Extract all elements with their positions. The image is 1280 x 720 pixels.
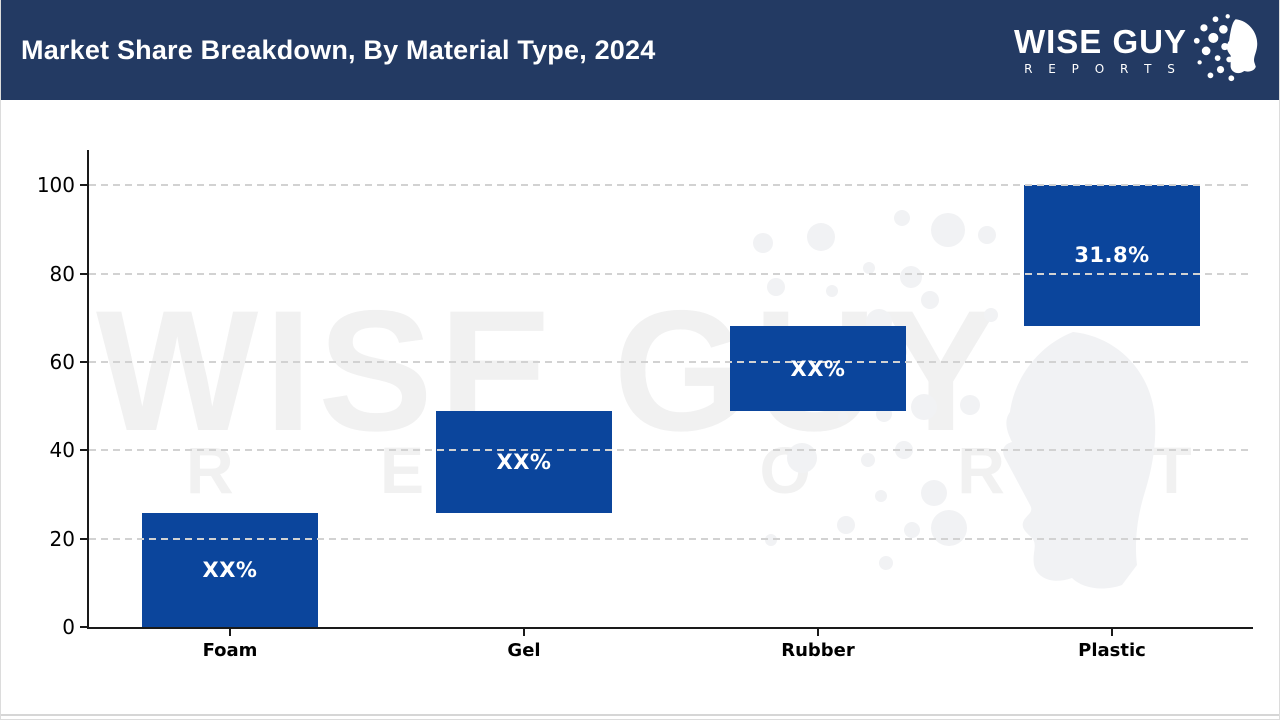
- y-axis-line: [87, 150, 89, 629]
- gridline-40: [89, 449, 1253, 452]
- bottom-divider: [1, 714, 1279, 716]
- x-tick-label-foam: Foam: [202, 640, 258, 661]
- brand-name: WISE GUY: [1013, 23, 1187, 60]
- x-tick-rubber: [817, 629, 819, 636]
- bar-foam: [142, 513, 318, 627]
- bar-rubber: [730, 325, 906, 412]
- x-tick-label-rubber: Rubber: [781, 640, 855, 661]
- y-tick-100: [80, 184, 87, 187]
- bar-value-label: XX%: [202, 558, 258, 582]
- y-tick-0: [80, 626, 87, 628]
- y-tick-40: [80, 449, 87, 452]
- watermark-head-icon: [701, 180, 1181, 614]
- y-tick-60: [80, 360, 87, 363]
- gridline-80: [89, 272, 1253, 275]
- bar-value-label: XX%: [790, 356, 846, 381]
- page-title: Market Share Breakdown, By Material Type…: [21, 34, 656, 65]
- y-tick-label-60: 60: [49, 349, 75, 374]
- brand-logo: WISE GUY R E P O R T S: [1014, 9, 1263, 91]
- gridline-20: [89, 537, 1253, 540]
- y-tick-label-0: 0: [62, 615, 75, 639]
- bar-plastic: [1024, 185, 1200, 326]
- x-tick-foam: [229, 629, 231, 636]
- x-tick-label-gel: Gel: [507, 640, 541, 661]
- y-tick-80: [80, 272, 87, 275]
- y-tick-label-100: 100: [36, 173, 75, 198]
- y-tick-label-80: 80: [49, 261, 75, 286]
- brand-tagline: R E P O R T S: [1024, 62, 1181, 76]
- gridline-100: [89, 184, 1253, 187]
- header-bar: Market Share Breakdown, By Material Type…: [1, 0, 1279, 100]
- y-tick-label-40: 40: [49, 438, 75, 463]
- x-tick-plastic: [1111, 629, 1113, 636]
- brand-logo-text: WISE GUY R E P O R T S: [1014, 25, 1187, 75]
- x-tick-gel: [523, 629, 525, 636]
- x-axis-line: [87, 627, 1253, 629]
- bar-value-label: 31.8%: [1074, 243, 1150, 268]
- y-tick-20: [80, 537, 87, 540]
- bar-gel: [436, 411, 612, 514]
- gridline-60: [89, 360, 1253, 363]
- brand-head-icon: [1191, 9, 1263, 91]
- bar-value-label: XX%: [496, 450, 552, 475]
- y-tick-label-20: 20: [49, 526, 75, 551]
- x-tick-label-plastic: Plastic: [1078, 640, 1146, 661]
